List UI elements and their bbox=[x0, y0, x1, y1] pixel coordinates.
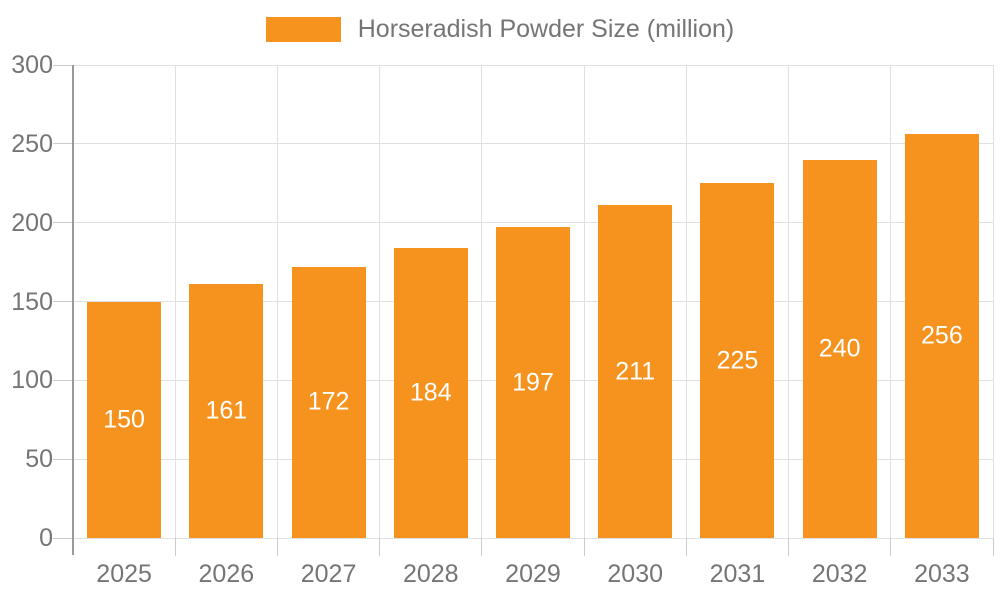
y-axis-tick bbox=[53, 64, 73, 66]
x-axis-tick bbox=[481, 538, 483, 556]
y-axis-line bbox=[72, 65, 74, 555]
x-axis-tick bbox=[379, 538, 381, 556]
bar-value-label: 211 bbox=[615, 357, 656, 386]
bar: 225 bbox=[700, 183, 775, 538]
x-axis-tick bbox=[890, 538, 892, 556]
x-axis-tick bbox=[174, 538, 176, 556]
x-axis-tick bbox=[788, 538, 790, 556]
legend-label: Horseradish Powder Size (million) bbox=[357, 15, 735, 43]
x-gridline bbox=[788, 65, 790, 538]
bar-value-label: 150 bbox=[103, 405, 145, 434]
y-gridline bbox=[73, 143, 993, 145]
x-axis-label: 2028 bbox=[402, 560, 459, 588]
x-axis-tick bbox=[685, 538, 687, 556]
legend-swatch-icon bbox=[265, 16, 341, 42]
chart-legend: Horseradish Powder Size (million) bbox=[0, 14, 1000, 44]
bar: 197 bbox=[496, 227, 570, 538]
x-axis-label: 2032 bbox=[811, 560, 868, 588]
bar: 211 bbox=[598, 205, 673, 538]
bar: 240 bbox=[802, 159, 877, 538]
bar: 184 bbox=[393, 247, 468, 538]
bar-value-label: 240 bbox=[818, 334, 861, 363]
bar: 150 bbox=[87, 301, 162, 538]
y-axis-label: 300 bbox=[11, 51, 53, 79]
y-axis-label: 200 bbox=[11, 208, 53, 237]
x-gridline bbox=[276, 65, 278, 538]
x-axis-tick bbox=[992, 538, 994, 556]
bar-value-label: 225 bbox=[716, 346, 759, 375]
bar: 161 bbox=[189, 284, 264, 538]
plot-area: 150 161 172 184 197 211 225 240 256 bbox=[73, 64, 994, 539]
x-axis-label: 2033 bbox=[914, 560, 970, 588]
x-gridline bbox=[992, 65, 994, 538]
y-gridline bbox=[73, 64, 993, 66]
x-gridline bbox=[174, 65, 176, 538]
bar-value-label: 256 bbox=[921, 321, 963, 350]
bar-value-label: 161 bbox=[205, 396, 248, 425]
x-gridline bbox=[583, 65, 585, 538]
bar: 172 bbox=[291, 266, 366, 538]
y-axis-tick bbox=[53, 301, 73, 302]
y-axis-tick bbox=[53, 537, 73, 539]
x-axis-label: 2026 bbox=[198, 560, 255, 588]
x-gridline bbox=[379, 65, 381, 538]
y-axis-tick bbox=[53, 379, 73, 381]
x-axis-label: 2031 bbox=[709, 560, 766, 588]
y-axis-label: 0 bbox=[39, 524, 53, 552]
y-gridline bbox=[73, 222, 993, 224]
x-gridline bbox=[685, 65, 687, 538]
y-axis-label: 150 bbox=[11, 287, 53, 316]
x-gridline bbox=[481, 65, 483, 538]
x-axis-label: 2030 bbox=[607, 560, 664, 588]
y-axis-tick bbox=[53, 222, 73, 224]
x-axis-label: 2027 bbox=[300, 560, 357, 588]
x-axis-label: 2025 bbox=[96, 560, 152, 588]
y-axis-label: 100 bbox=[11, 366, 53, 395]
y-axis-tick bbox=[53, 458, 73, 460]
y-axis-label: 250 bbox=[11, 129, 53, 158]
y-axis-tick bbox=[53, 143, 73, 145]
bar: 256 bbox=[904, 134, 979, 538]
bar-value-label: 197 bbox=[512, 368, 554, 397]
x-axis-tick bbox=[583, 538, 585, 556]
x-axis-tick bbox=[276, 538, 278, 556]
legend-item[interactable]: Horseradish Powder Size (million) bbox=[265, 14, 735, 44]
y-gridline bbox=[73, 537, 993, 539]
y-axis-label: 50 bbox=[25, 445, 53, 474]
bar-value-label: 172 bbox=[307, 387, 350, 416]
bar-value-label: 184 bbox=[409, 378, 452, 407]
x-axis-label: 2029 bbox=[505, 560, 561, 588]
x-gridline bbox=[890, 65, 892, 538]
